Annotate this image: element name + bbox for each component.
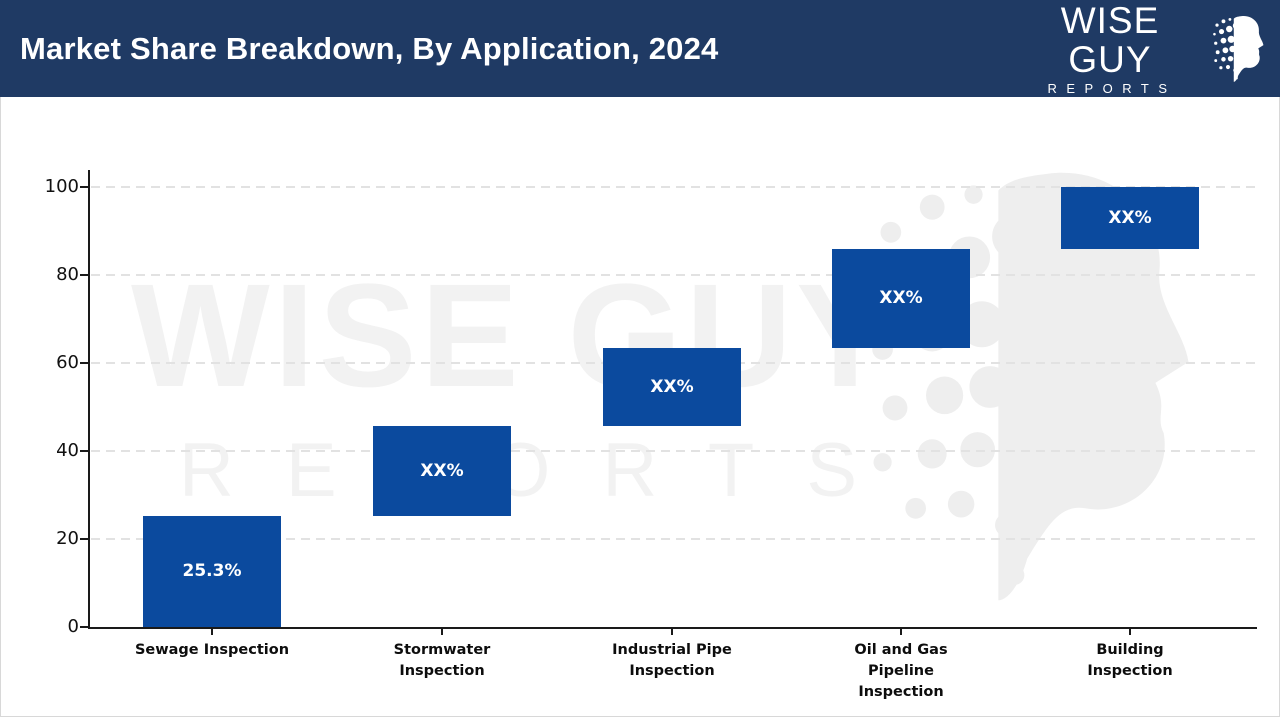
- bar-value-label: XX%: [420, 460, 464, 481]
- wise-guy-logo: WISE GUY REPORTS: [1016, 1, 1266, 96]
- x-tick-mark-2: [671, 629, 673, 635]
- watermark-subtitle: REPORTS: [179, 428, 910, 513]
- y-tick-label-0: 0: [67, 616, 79, 637]
- x-tick-mark-3: [900, 629, 902, 635]
- x-category-label: Oil and Gas Pipeline Inspection: [854, 642, 948, 701]
- y-tick-label-80: 80: [56, 264, 79, 285]
- bar-segment: XX%: [603, 348, 741, 426]
- x-axis: [88, 627, 1257, 629]
- bar-segment: XX%: [1061, 187, 1199, 249]
- bar-segment: XX%: [373, 425, 511, 516]
- logo-wordmark: WISE GUY: [1060, 0, 1160, 80]
- y-tick-label-40: 40: [56, 440, 79, 461]
- waterfall-chart: 0 20 40 60 80 100 25.3% XX% XX% XX% XX% Sewage Insp…: [1, 97, 1279, 716]
- logo-subtitle: REPORTS: [1047, 81, 1177, 97]
- logo-face-icon: [1213, 15, 1264, 82]
- bar-segment: XX%: [832, 248, 970, 349]
- x-tick-mark-4: [1129, 629, 1131, 635]
- header: Market Share Breakdown, By Application, …: [0, 0, 1280, 97]
- y-tick-mark-80: [80, 274, 88, 276]
- x-category-label: Industrial Pipe Inspection: [612, 642, 732, 680]
- y-tick-label-100: 100: [44, 176, 79, 197]
- logo-text: WISE GUY REPORTS: [1016, 0, 1204, 97]
- y-axis: [88, 170, 90, 629]
- x-category-label: Building Inspection: [1087, 642, 1173, 680]
- y-tick-mark-60: [80, 362, 88, 364]
- x-tick-mark-1: [441, 629, 443, 635]
- bar-value-label: XX%: [650, 376, 694, 397]
- bar-segment: 25.3%: [143, 515, 281, 627]
- y-tick-label-60: 60: [56, 352, 79, 373]
- x-tick-mark-0: [211, 629, 213, 635]
- watermark-wordmark: WISE GUY: [131, 254, 899, 418]
- chart-panel: WISE GUY REPORTS 0 20 40 60 80 100 25.3% XX% XX%…: [0, 97, 1280, 717]
- y-tick-mark-20: [80, 538, 88, 540]
- y-tick-mark-100: [80, 186, 88, 188]
- y-tick-label-20: 20: [56, 528, 79, 549]
- y-tick-mark-0: [80, 626, 88, 628]
- page-title: Market Share Breakdown, By Application, …: [20, 30, 719, 66]
- gridline-20: [91, 538, 1257, 540]
- x-category-label: Sewage Inspection: [134, 642, 290, 658]
- gridline-80: [91, 274, 1257, 276]
- bar-value-label: XX%: [879, 288, 923, 309]
- bar-value-label: XX%: [1108, 207, 1152, 228]
- gridline-40: [91, 450, 1257, 452]
- y-tick-mark-40: [80, 450, 88, 452]
- x-category-label: Stormwater Inspection: [393, 642, 491, 680]
- gridline-100: [91, 186, 1257, 188]
- bar-value-label: 25.3%: [182, 561, 242, 582]
